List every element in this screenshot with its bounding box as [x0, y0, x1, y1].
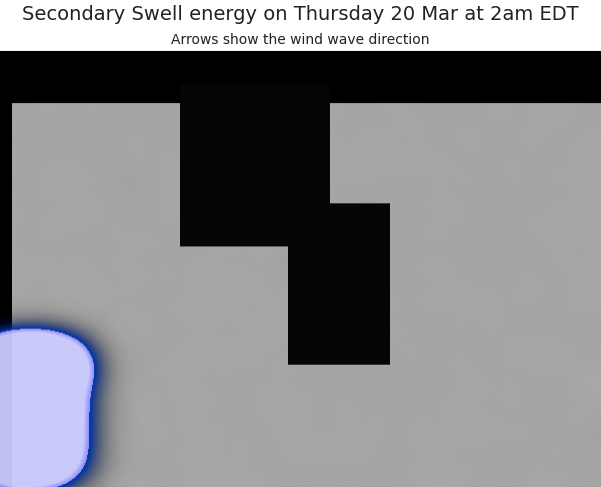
Text: Secondary Swell energy on Thursday 20 Mar at 2am EDT: Secondary Swell energy on Thursday 20 Ma…	[22, 5, 579, 24]
Text: Arrows show the wind wave direction: Arrows show the wind wave direction	[171, 33, 430, 47]
